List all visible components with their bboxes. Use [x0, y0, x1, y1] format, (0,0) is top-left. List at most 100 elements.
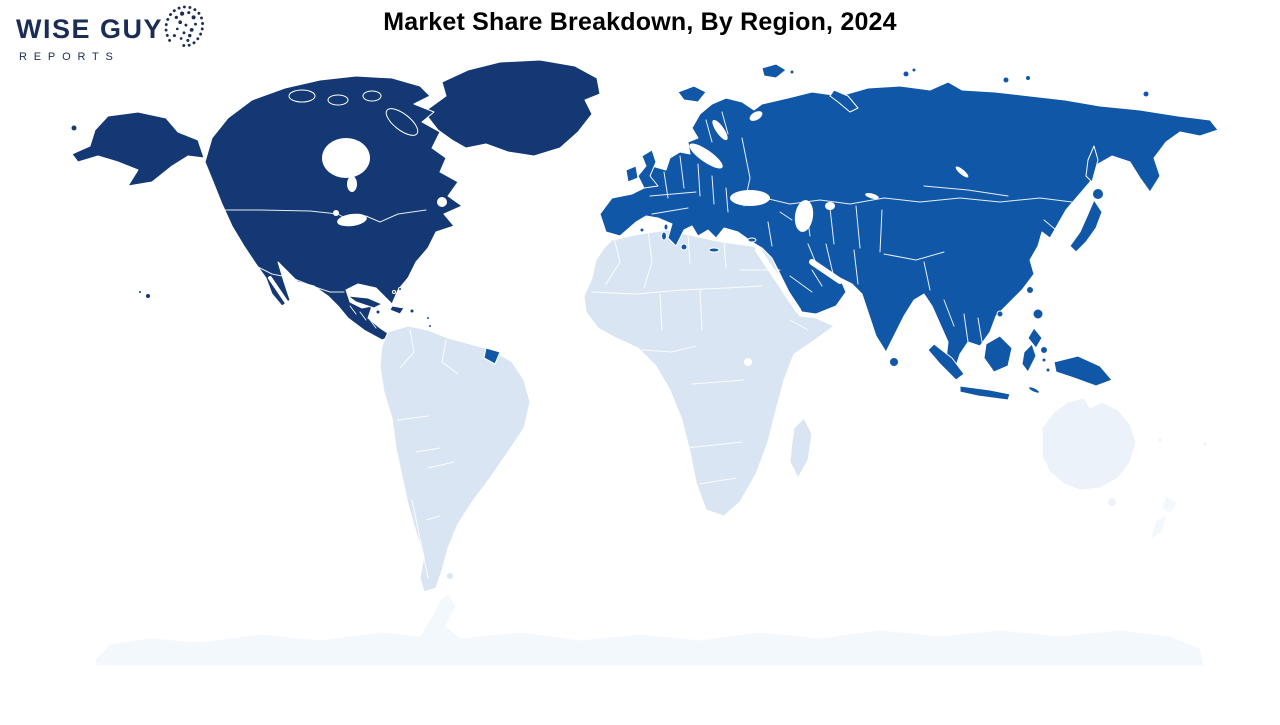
- map-timor: [1027, 386, 1041, 394]
- map-new-guinea: [1053, 355, 1113, 387]
- border-mongolia: [923, 185, 1009, 197]
- border-scandinavia-2: [721, 111, 729, 135]
- logo-wordmark: WISE GUY: [16, 13, 164, 44]
- border-sa-4: [427, 461, 455, 469]
- map-aleutian-island: [70, 124, 78, 132]
- map-puerto-rico: [409, 308, 415, 314]
- map-madagascar: [789, 417, 813, 479]
- border-turkey-caucasus-1: [767, 221, 773, 247]
- black-sea: [730, 190, 770, 206]
- border-us-mexico: [255, 265, 345, 293]
- map-sardinia: [661, 231, 667, 241]
- region-eurasia: [426, 63, 1219, 401]
- border-arabia-2: [811, 269, 823, 287]
- map-corsica: [663, 223, 669, 231]
- map-iceland: [677, 85, 707, 103]
- map-moluccas-2: [1045, 367, 1051, 373]
- border-iraq-iran: [807, 243, 819, 269]
- red-sea: [755, 247, 801, 313]
- map-java: [959, 385, 1011, 401]
- great-lakes: [337, 213, 367, 227]
- map-philippines-luzon: [1032, 308, 1044, 320]
- gulf-of-california: [268, 276, 289, 305]
- map-baffin-island: [385, 108, 419, 136]
- map-new-caledonia: [1157, 437, 1163, 443]
- border-se-asia-2: [963, 313, 969, 343]
- border-sa-6: [415, 447, 441, 453]
- map-hawaii-2: [138, 290, 142, 294]
- border-central-america-2: [359, 311, 367, 321]
- gulf-of-st-lawrence: [437, 197, 447, 207]
- logo-row: WISE GUY: [16, 5, 207, 50]
- map-alaska: [71, 111, 205, 187]
- map-borneo: [983, 335, 1013, 373]
- map-taiwan: [1026, 286, 1034, 294]
- border-india-ne: [923, 261, 931, 291]
- border-korea: [1043, 219, 1057, 231]
- map-bahamas: [392, 290, 396, 294]
- border-africa-6: [699, 289, 703, 331]
- border-europe-2: [679, 155, 685, 189]
- map-hokkaido: [1092, 188, 1104, 200]
- map-tasmania: [1107, 497, 1117, 507]
- border-china-south: [883, 251, 945, 261]
- border-russia-west: [741, 137, 751, 207]
- map-hispaniola: [389, 305, 405, 315]
- hudson-bay: [322, 138, 370, 178]
- border-africa-3: [687, 233, 691, 265]
- map-banks-island: [288, 89, 316, 103]
- border-africa-5: [659, 293, 663, 331]
- map-eurasia-mainland: [599, 81, 1219, 373]
- map-japan-honshu: [1069, 199, 1103, 253]
- head-dots: [172, 11, 197, 42]
- map-crete: [708, 247, 720, 253]
- map-french-guiana: [483, 347, 501, 365]
- lake-baikal: [955, 166, 969, 178]
- map-ireland: [625, 165, 639, 183]
- map-ellesmere-island: [362, 90, 382, 102]
- border-europe-5: [725, 187, 729, 213]
- lake-victoria: [744, 358, 752, 366]
- map-hawaii: [145, 293, 151, 299]
- logo-subtitle: REPORTS: [19, 51, 120, 63]
- wiseguy-head-icon: [164, 5, 205, 48]
- border-central-america-1: [349, 305, 357, 315]
- map-sri-lanka: [889, 357, 899, 367]
- border-se-asia-1: [943, 299, 955, 327]
- map-victoria-island: [327, 94, 349, 106]
- border-europe-3: [697, 163, 701, 197]
- baltic-sea: [689, 143, 723, 169]
- border-russia-south: [755, 195, 1073, 205]
- chart-title: Market Share Breakdown, By Region, 2024: [383, 8, 897, 36]
- border-central-america-3: [369, 319, 377, 329]
- gulf-of-bothnia: [712, 119, 728, 141]
- border-sa-1: [399, 329, 415, 369]
- map-north-america-mainland: [204, 75, 463, 341]
- seas-and-lakes: [268, 111, 969, 366]
- border-africa-7: [691, 379, 745, 385]
- border-sa-2: [441, 339, 459, 375]
- map-jamaica: [375, 309, 381, 315]
- border-central-asia-3: [855, 205, 861, 249]
- border-europe-4: [711, 175, 715, 205]
- map-svalbard: [761, 63, 787, 79]
- map-hainan: [996, 310, 1004, 318]
- border-africa-4: [723, 241, 727, 269]
- border-africa-1: [605, 237, 621, 285]
- border-se-asia-3: [977, 317, 983, 343]
- map-fiji: [1202, 441, 1208, 447]
- map-sakhalin: [1085, 145, 1099, 183]
- region-north-america: [70, 59, 601, 341]
- map-novaya-zemlya: [829, 89, 859, 113]
- region-antarctica: [94, 495, 1205, 667]
- border-central-asia-1: [805, 205, 811, 237]
- map-new-siberian-islands-2: [1025, 75, 1031, 81]
- map-antarctica: [94, 593, 1205, 667]
- map-moluccas: [1041, 357, 1047, 363]
- map-svalbard-2: [789, 69, 795, 75]
- map-sumatra: [927, 343, 965, 381]
- region-australia-oceania: [1041, 397, 1208, 507]
- map-cuba: [347, 295, 383, 309]
- border-europe-6: [649, 191, 697, 197]
